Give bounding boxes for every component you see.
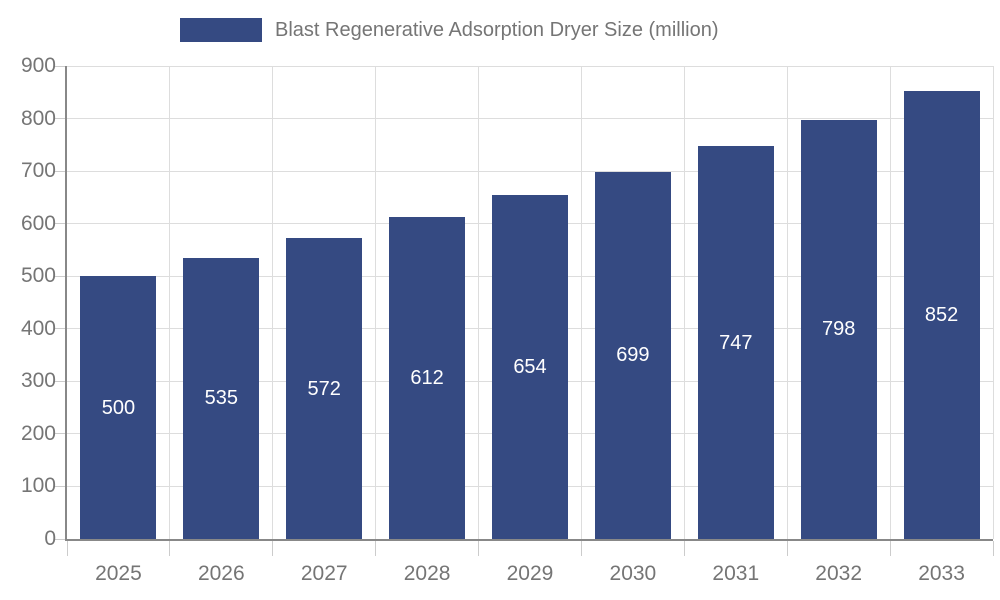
y-tick-mark	[55, 380, 67, 382]
bar	[800, 119, 877, 539]
gridline-h	[67, 65, 993, 67]
gridline-v	[786, 66, 788, 539]
bar	[389, 217, 466, 539]
gridline-v	[580, 66, 582, 539]
x-tick-mark	[66, 541, 68, 556]
y-tick-label: 0	[44, 527, 56, 550]
bar-value-label: 500	[101, 396, 136, 419]
gridline-h	[67, 170, 993, 172]
bar	[594, 171, 671, 539]
y-axis-line	[65, 66, 67, 541]
y-tick-mark	[55, 538, 67, 540]
y-tick-label: 900	[20, 54, 56, 77]
x-tick-label: 2032	[815, 562, 863, 585]
y-tick-label: 400	[20, 316, 56, 340]
y-tick-mark	[55, 275, 67, 277]
y-tick-label: 800	[20, 106, 56, 130]
x-tick-label: 2025	[95, 562, 142, 585]
x-tick-label: 2027	[300, 562, 348, 585]
y-tick-mark	[55, 118, 67, 120]
x-tick-mark	[992, 541, 994, 556]
bar-value-label: 699	[616, 344, 650, 367]
gridline-v	[375, 66, 377, 539]
bar-value-label: 747	[719, 331, 753, 354]
x-tick-mark	[683, 541, 685, 556]
y-tick-mark	[55, 223, 67, 225]
x-axis-line	[65, 539, 993, 541]
x-tick-label: 2031	[712, 562, 760, 585]
bar-value-label: 572	[307, 377, 341, 400]
x-tick-mark	[889, 541, 891, 556]
gridline-v	[169, 66, 171, 539]
x-tick-mark	[580, 541, 582, 556]
x-tick-mark	[272, 541, 274, 556]
y-tick-mark	[55, 170, 67, 172]
bar-value-label: 852	[924, 304, 959, 327]
y-tick-label: 200	[20, 421, 56, 445]
bar-value-label: 612	[410, 367, 444, 390]
bar	[183, 257, 260, 539]
bar	[697, 146, 774, 539]
legend-label: Blast Regenerative Adsorption Dryer Size…	[275, 18, 719, 41]
gridline-v	[889, 66, 891, 539]
y-tick-label: 100	[20, 474, 56, 498]
legend-item[interactable]: Blast Regenerative Adsorption Dryer Size…	[180, 18, 719, 42]
legend-swatch	[180, 18, 262, 42]
y-tick-mark	[55, 433, 67, 435]
x-tick-mark	[786, 541, 788, 556]
bar-value-label: 654	[513, 356, 547, 379]
gridline-v	[272, 66, 274, 539]
x-tick-mark	[375, 541, 377, 556]
y-tick-mark	[55, 65, 67, 67]
y-tick-mark	[55, 328, 67, 330]
y-tick-label: 500	[20, 264, 56, 288]
bar	[286, 238, 363, 539]
x-tick-label: 2029	[506, 562, 554, 585]
x-tick-label: 2030	[609, 562, 657, 585]
y-tick-label: 600	[20, 211, 56, 235]
y-tick-mark	[55, 485, 67, 487]
x-tick-mark	[478, 541, 480, 556]
x-tick-label: 2028	[403, 562, 451, 585]
x-tick-label: 2033	[918, 562, 965, 585]
y-tick-label: 300	[20, 369, 56, 393]
x-tick-label: 2026	[197, 562, 245, 585]
x-tick-mark	[169, 541, 171, 556]
bar	[903, 91, 980, 539]
gridline-v	[992, 66, 994, 539]
bar-value-label: 798	[821, 318, 856, 341]
gridline-v	[478, 66, 480, 539]
bar	[492, 195, 568, 539]
y-tick-label: 700	[20, 159, 56, 183]
gridline-h	[67, 118, 993, 120]
gridline-v	[683, 66, 685, 539]
bar-value-label: 535	[204, 387, 239, 410]
bar	[80, 276, 157, 539]
